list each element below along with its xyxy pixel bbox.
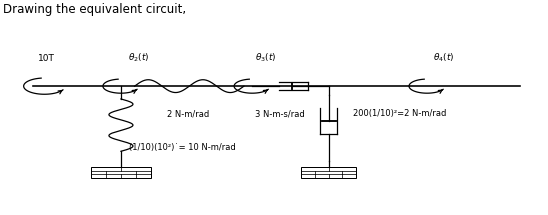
Text: 10T: 10T <box>38 54 55 63</box>
Text: $\theta_3(t)$: $\theta_3(t)$ <box>255 52 277 64</box>
Text: 3 N-m-s/rad: 3 N-m-s/rad <box>255 109 305 118</box>
Text: $\theta_4(t)$: $\theta_4(t)$ <box>432 52 454 64</box>
Text: Drawing the equivalent circuit,: Drawing the equivalent circuit, <box>3 3 186 16</box>
Text: (1/10)(10²)˙= 10 N-m/rad: (1/10)(10²)˙= 10 N-m/rad <box>129 143 236 152</box>
Text: 200(1/10)²=2 N-m/rad: 200(1/10)²=2 N-m/rad <box>353 109 447 118</box>
Bar <box>301 167 356 178</box>
Text: $\theta_2(t)$: $\theta_2(t)$ <box>128 52 149 64</box>
Text: 2 N-m/rad: 2 N-m/rad <box>167 109 210 118</box>
Bar <box>91 167 151 178</box>
